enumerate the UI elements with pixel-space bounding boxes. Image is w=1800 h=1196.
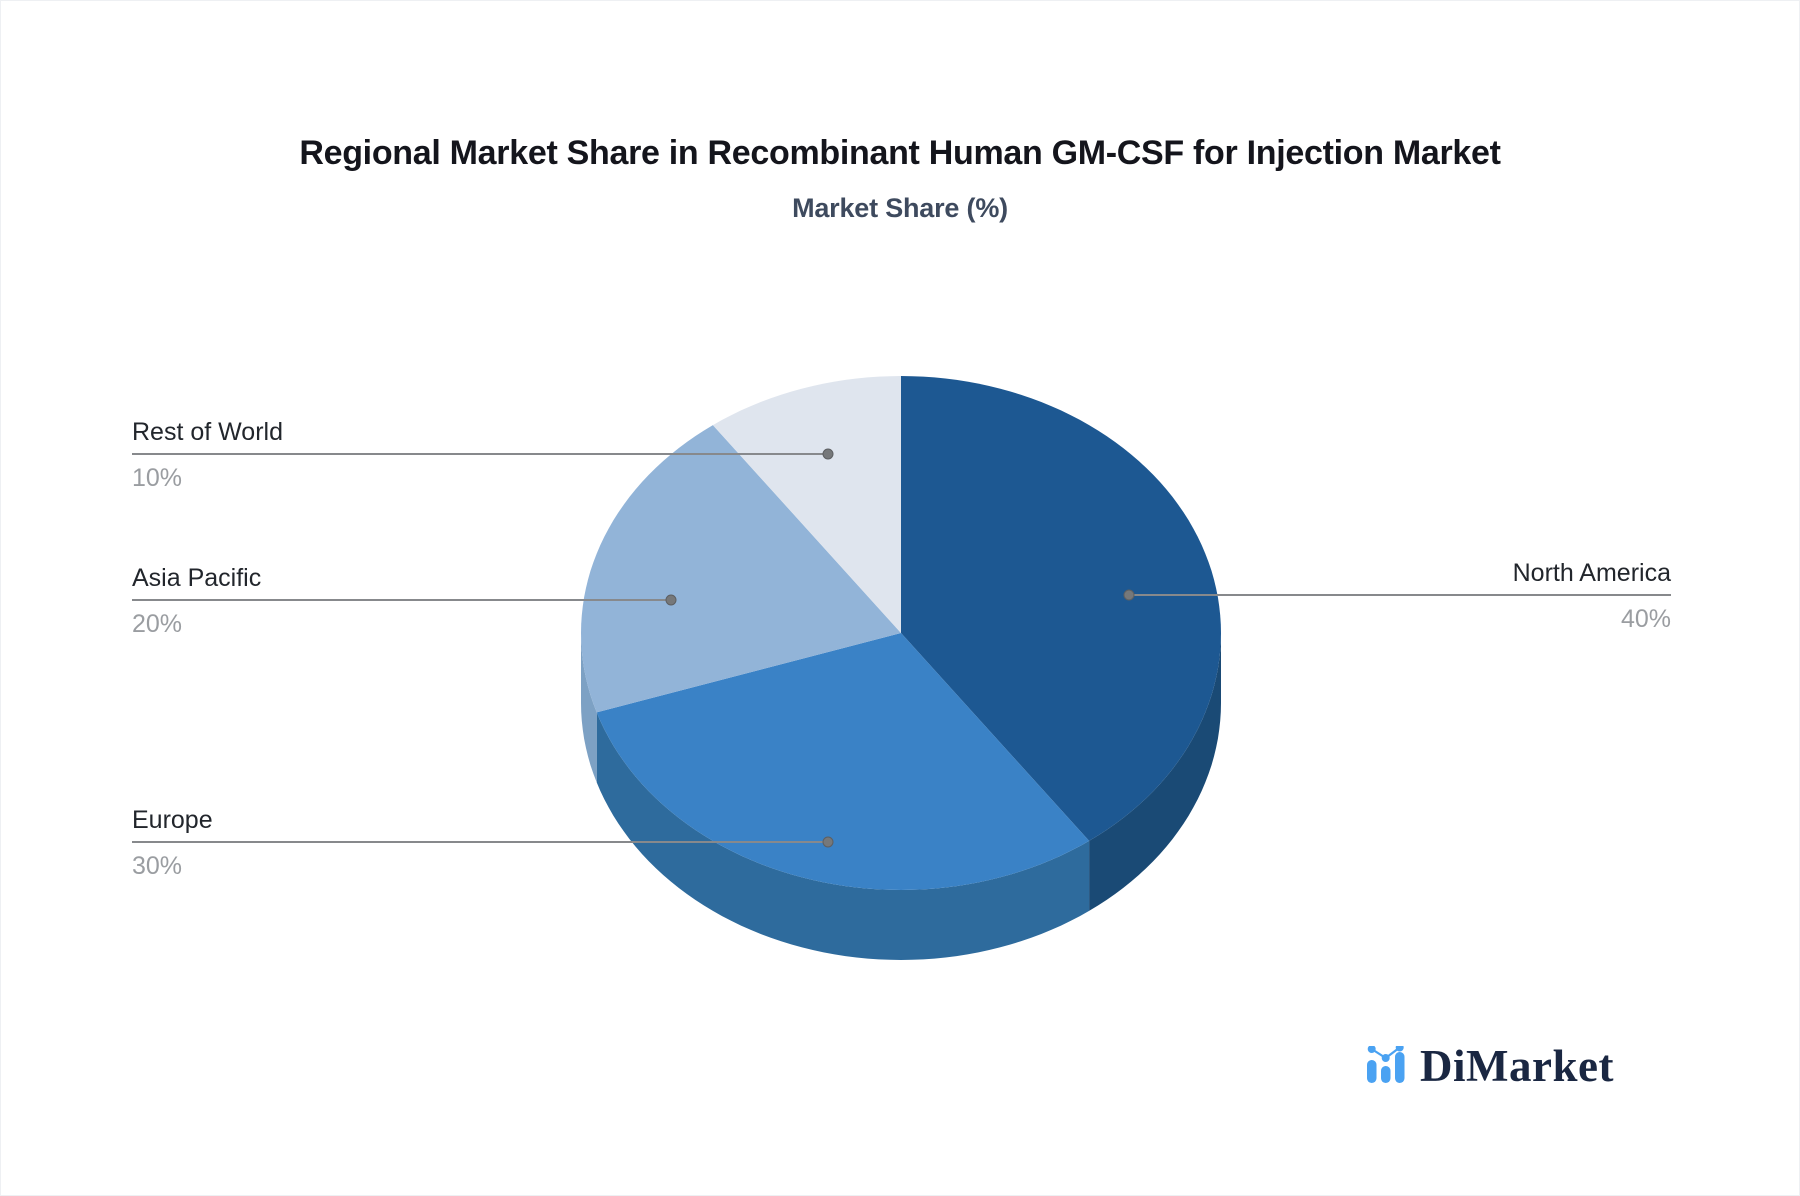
slice-value: 30%	[132, 852, 183, 880]
pie-slice-europe[interactable]	[596, 633, 1090, 890]
slice-label: Rest of World	[132, 418, 283, 446]
logo-bar	[1395, 1052, 1405, 1083]
chart-title: Regional Market Share in Recombinant Hum…	[299, 134, 1501, 172]
leader-dot-europe	[822, 836, 834, 848]
slice-label: Asia Pacific	[132, 564, 262, 592]
pie-side-europe	[596, 712, 1090, 960]
leader-dot-north-america	[1123, 589, 1135, 601]
pie-slice-north-america[interactable]	[901, 376, 1221, 841]
pie-slice-rest-of-world[interactable]	[712, 376, 901, 633]
slice-label: Europe	[132, 806, 213, 834]
logo-bar	[1367, 1060, 1377, 1083]
slice-label: North America	[1512, 559, 1671, 587]
leader-dot-rest-of-world	[822, 448, 834, 460]
bar-line-chart-icon	[1367, 1046, 1405, 1083]
pie-slice-asia-pacific[interactable]	[581, 425, 901, 713]
logo-dot	[1367, 1046, 1376, 1053]
slice-value: 10%	[132, 464, 183, 492]
brand-name: DiMarket	[1420, 1041, 1614, 1092]
logo-bar	[1381, 1066, 1391, 1083]
logo-dot	[1395, 1046, 1404, 1052]
brand-logo: DiMarket	[1366, 1041, 1614, 1092]
chart-subtitle: Market Share (%)	[792, 193, 1008, 223]
logo-dot	[1381, 1054, 1390, 1062]
pie-side-asia-pacific	[581, 633, 597, 783]
leader-dot-asia-pacific	[665, 594, 677, 606]
slice-value: 40%	[1620, 605, 1671, 633]
pie-side-north-america	[1089, 633, 1221, 911]
slice-value: 20%	[132, 610, 183, 638]
